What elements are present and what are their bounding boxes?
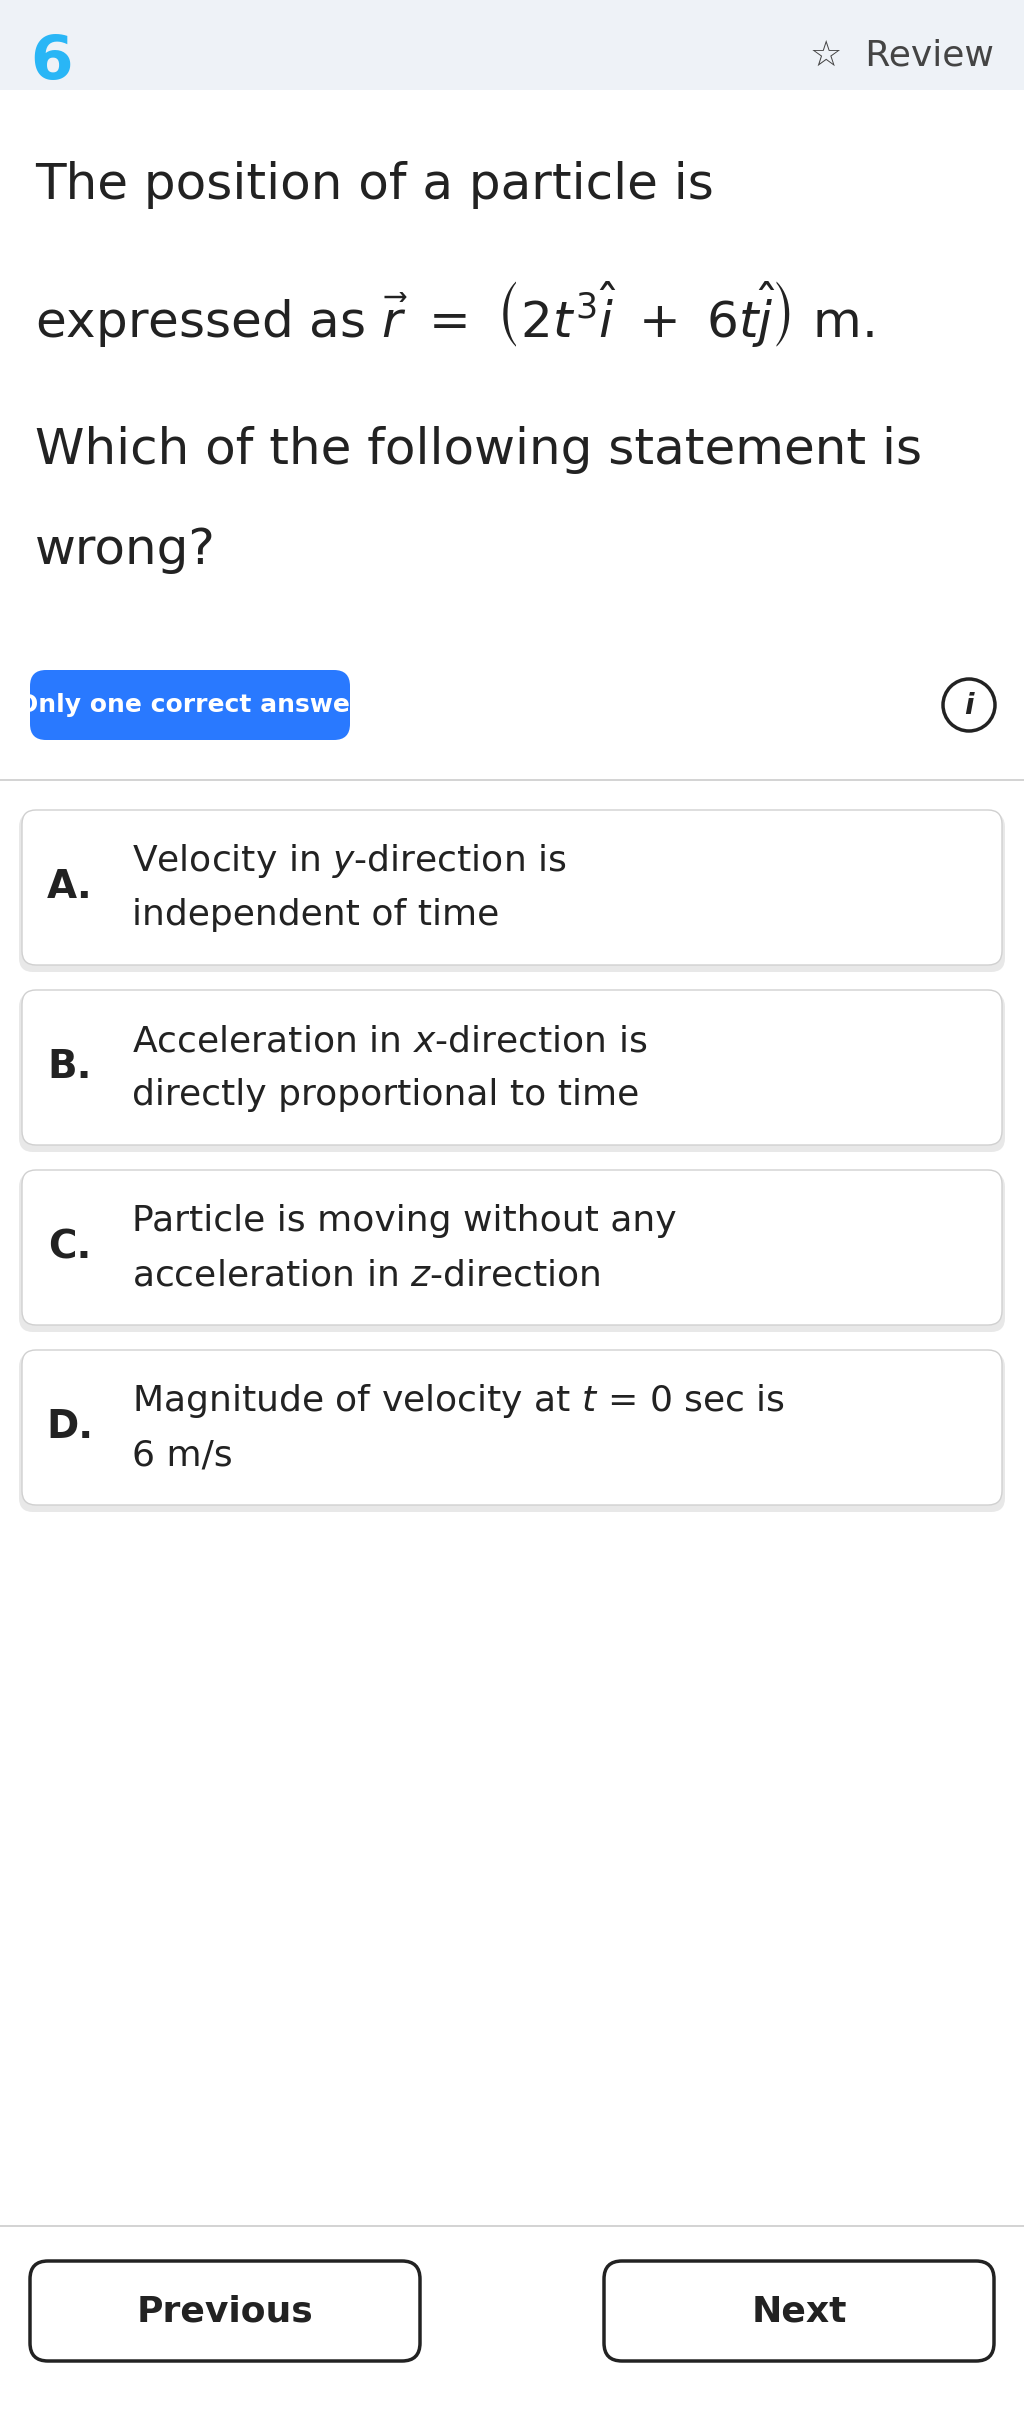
Text: Acceleration in $x$-direction is: Acceleration in $x$-direction is bbox=[132, 1024, 647, 1058]
FancyBboxPatch shape bbox=[22, 810, 1002, 966]
Text: i: i bbox=[965, 691, 974, 721]
Text: C.: C. bbox=[48, 1228, 92, 1266]
Text: Velocity in $y$-direction is: Velocity in $y$-direction is bbox=[132, 842, 566, 881]
Text: Which of the following statement is: Which of the following statement is bbox=[35, 427, 923, 473]
FancyBboxPatch shape bbox=[19, 1354, 1005, 1511]
Text: Magnitude of velocity at $t$ = 0 sec is: Magnitude of velocity at $t$ = 0 sec is bbox=[132, 1383, 785, 1419]
Text: The position of a particle is: The position of a particle is bbox=[35, 160, 714, 209]
Text: expressed as $\vec{r}\ =\ \left(2t^3\hat{i}\ +\ 6t\hat{j}\right)\ $m.: expressed as $\vec{r}\ =\ \left(2t^3\hat… bbox=[35, 279, 873, 349]
FancyBboxPatch shape bbox=[30, 670, 350, 740]
Text: ☆  Review: ☆ Review bbox=[810, 39, 994, 73]
FancyBboxPatch shape bbox=[19, 813, 1005, 973]
FancyBboxPatch shape bbox=[19, 992, 1005, 1152]
Text: independent of time: independent of time bbox=[132, 898, 500, 932]
Text: 6 m/s: 6 m/s bbox=[132, 1439, 232, 1473]
Text: 6: 6 bbox=[30, 32, 73, 92]
FancyBboxPatch shape bbox=[22, 990, 1002, 1145]
Text: acceleration in $z$-direction: acceleration in $z$-direction bbox=[132, 1259, 600, 1293]
Text: B.: B. bbox=[48, 1048, 92, 1087]
FancyBboxPatch shape bbox=[30, 2261, 420, 2360]
Text: A.: A. bbox=[47, 869, 93, 907]
Text: directly proportional to time: directly proportional to time bbox=[132, 1080, 639, 1114]
Text: wrong?: wrong? bbox=[35, 526, 216, 575]
FancyBboxPatch shape bbox=[19, 1174, 1005, 1332]
Text: Only one correct answer: Only one correct answer bbox=[17, 694, 362, 718]
Bar bbox=[0, 2227, 1024, 2426]
Text: Particle is moving without any: Particle is moving without any bbox=[132, 1203, 677, 1237]
Bar bbox=[0, 0, 1024, 90]
Text: D.: D. bbox=[46, 1410, 93, 1446]
FancyBboxPatch shape bbox=[22, 1169, 1002, 1325]
Text: Previous: Previous bbox=[136, 2295, 313, 2329]
FancyBboxPatch shape bbox=[22, 1349, 1002, 1504]
Text: Next: Next bbox=[752, 2295, 847, 2329]
FancyBboxPatch shape bbox=[604, 2261, 994, 2360]
